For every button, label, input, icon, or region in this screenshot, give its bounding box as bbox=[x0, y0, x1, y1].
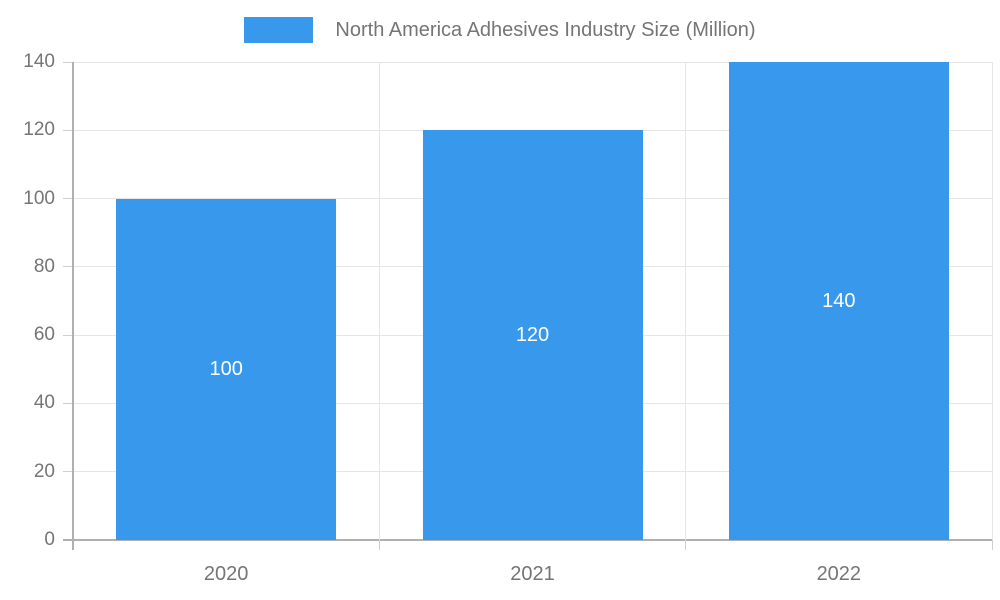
bar-2022[interactable] bbox=[728, 62, 949, 540]
y-axis-tick bbox=[63, 198, 73, 200]
y-axis-label: 120 bbox=[23, 119, 55, 141]
y-axis-label: 20 bbox=[33, 460, 55, 482]
gridline-vertical bbox=[991, 62, 993, 540]
gridline-horizontal bbox=[73, 61, 992, 63]
bar-2021[interactable] bbox=[422, 130, 643, 540]
y-axis-label: 80 bbox=[33, 255, 55, 277]
x-axis-label: 2021 bbox=[510, 563, 555, 585]
y-axis-tick bbox=[63, 266, 73, 268]
y-axis-tick bbox=[63, 402, 73, 404]
y-axis-tick bbox=[63, 129, 73, 131]
gridline-vertical bbox=[378, 62, 380, 540]
bar-value-label: 120 bbox=[515, 324, 550, 347]
y-axis-tick bbox=[63, 539, 73, 541]
bar-value-label: 140 bbox=[822, 290, 856, 312]
y-axis-label: 60 bbox=[33, 324, 55, 346]
x-axis-tick bbox=[991, 540, 993, 550]
chart-legend[interactable]: North America Adhesives Industry Size (M… bbox=[0, 14, 1000, 46]
bar-2020[interactable] bbox=[116, 198, 337, 540]
gridline-vertical bbox=[685, 62, 687, 540]
y-axis-label: 100 bbox=[23, 187, 55, 209]
bar-value-label: 100 bbox=[209, 358, 243, 381]
gridline-vertical bbox=[72, 62, 74, 540]
x-axis-tick bbox=[72, 540, 74, 550]
legend-label: North America Adhesives Industry Size (M… bbox=[335, 18, 756, 41]
x-axis-tick bbox=[378, 540, 380, 550]
y-axis-tick bbox=[63, 334, 73, 336]
x-axis-tick bbox=[685, 540, 687, 550]
y-axis-tick bbox=[63, 61, 73, 63]
y-axis-tick bbox=[63, 471, 73, 473]
y-axis-label: 0 bbox=[44, 529, 55, 550]
y-axis-label: 40 bbox=[33, 392, 55, 414]
x-axis-label: 2022 bbox=[816, 563, 862, 585]
y-axis-label: 140 bbox=[23, 51, 55, 72]
x-axis-label: 2020 bbox=[203, 563, 249, 585]
legend-swatch bbox=[244, 17, 314, 43]
gridline-horizontal bbox=[73, 539, 992, 541]
